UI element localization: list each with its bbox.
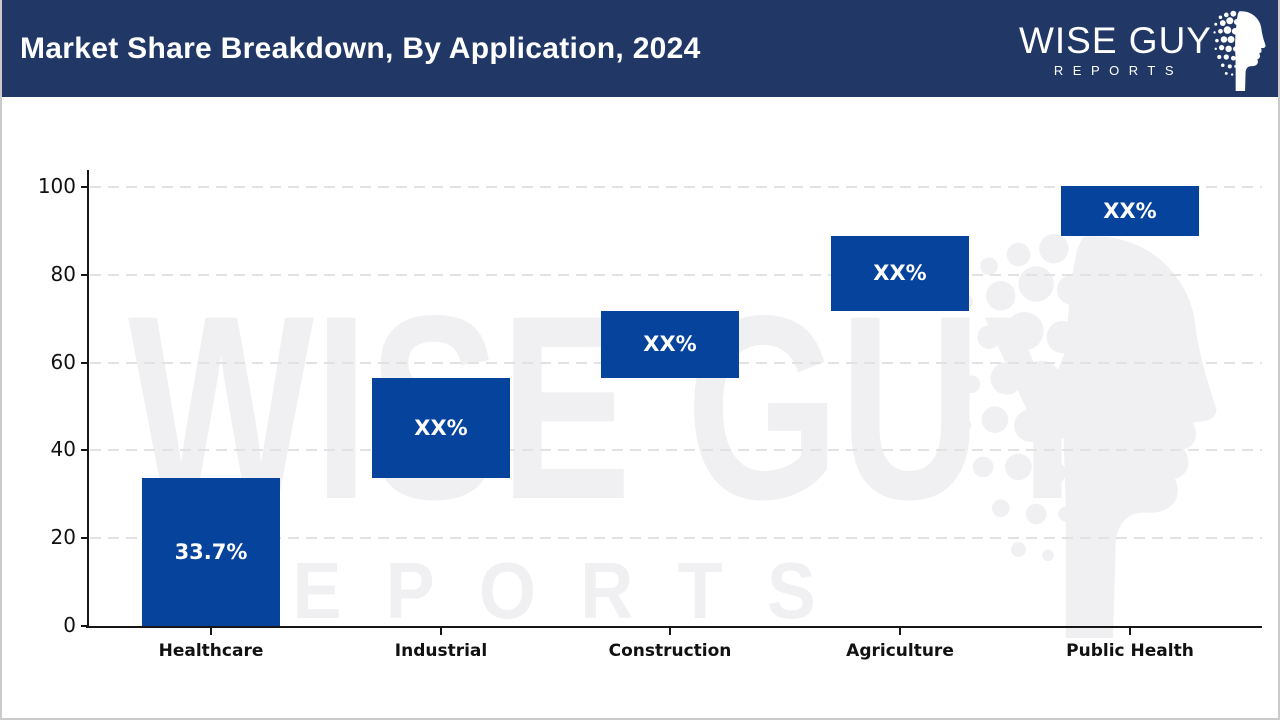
y-tick-mark [81, 537, 88, 540]
logo-wordmark: WISE GUY [1018, 20, 1212, 61]
y-tick-mark [81, 625, 88, 627]
wiseguy-logo-text: WISE GUY REPORTS [1019, 22, 1212, 78]
y-tick-label: 0 [63, 613, 76, 637]
x-category-label: Construction [608, 641, 732, 661]
bar-value-label: XX% [873, 261, 927, 286]
x-tick-mark [669, 628, 671, 635]
x-tick-mark [899, 628, 901, 635]
y-tick-mark [81, 186, 88, 188]
gridline [90, 537, 1262, 540]
header: Market Share Breakdown, By Application, … [0, 0, 1280, 97]
bar-healthcare: 33.7% [142, 478, 280, 626]
gridline [90, 186, 1262, 188]
wiseguy-logo: WISE GUY REPORTS [1019, 8, 1268, 92]
y-tick-label: 60 [50, 349, 76, 374]
x-category-label: Public Health [1066, 641, 1194, 661]
logo-reports: REPORTS [1053, 63, 1184, 78]
x-tick-mark [210, 628, 212, 635]
y-tick-label: 20 [50, 525, 76, 550]
bar-public-health: XX% [1061, 185, 1199, 237]
y-tick-label: 80 [50, 261, 76, 286]
logo-face-icon [1208, 9, 1268, 91]
y-tick-label: 40 [50, 437, 76, 462]
y-tick-mark [81, 449, 88, 452]
gridline [90, 449, 1262, 452]
y-tick-mark [81, 361, 88, 364]
y-axis-line [87, 170, 89, 628]
bar-construction: XX% [601, 310, 739, 378]
x-category-label: Healthcare [158, 641, 264, 661]
x-tick-mark [440, 628, 442, 635]
x-axis-line [86, 626, 1262, 628]
y-tick-label: 100 [37, 174, 76, 198]
bar-value-label: XX% [1103, 198, 1157, 223]
page-title: Market Share Breakdown, By Application, … [20, 31, 701, 65]
x-tick-mark [1129, 628, 1131, 635]
bar-industrial: XX% [372, 377, 510, 479]
gridline [90, 273, 1262, 276]
bar-value-label: XX% [643, 332, 697, 357]
bar-value-label: XX% [414, 415, 468, 440]
x-category-label: Industrial [394, 641, 488, 661]
bar-agriculture: XX% [831, 236, 969, 311]
bar-value-label: 33.7% [174, 540, 248, 565]
y-tick-mark [81, 273, 88, 276]
x-category-label: Agriculture [846, 641, 954, 661]
